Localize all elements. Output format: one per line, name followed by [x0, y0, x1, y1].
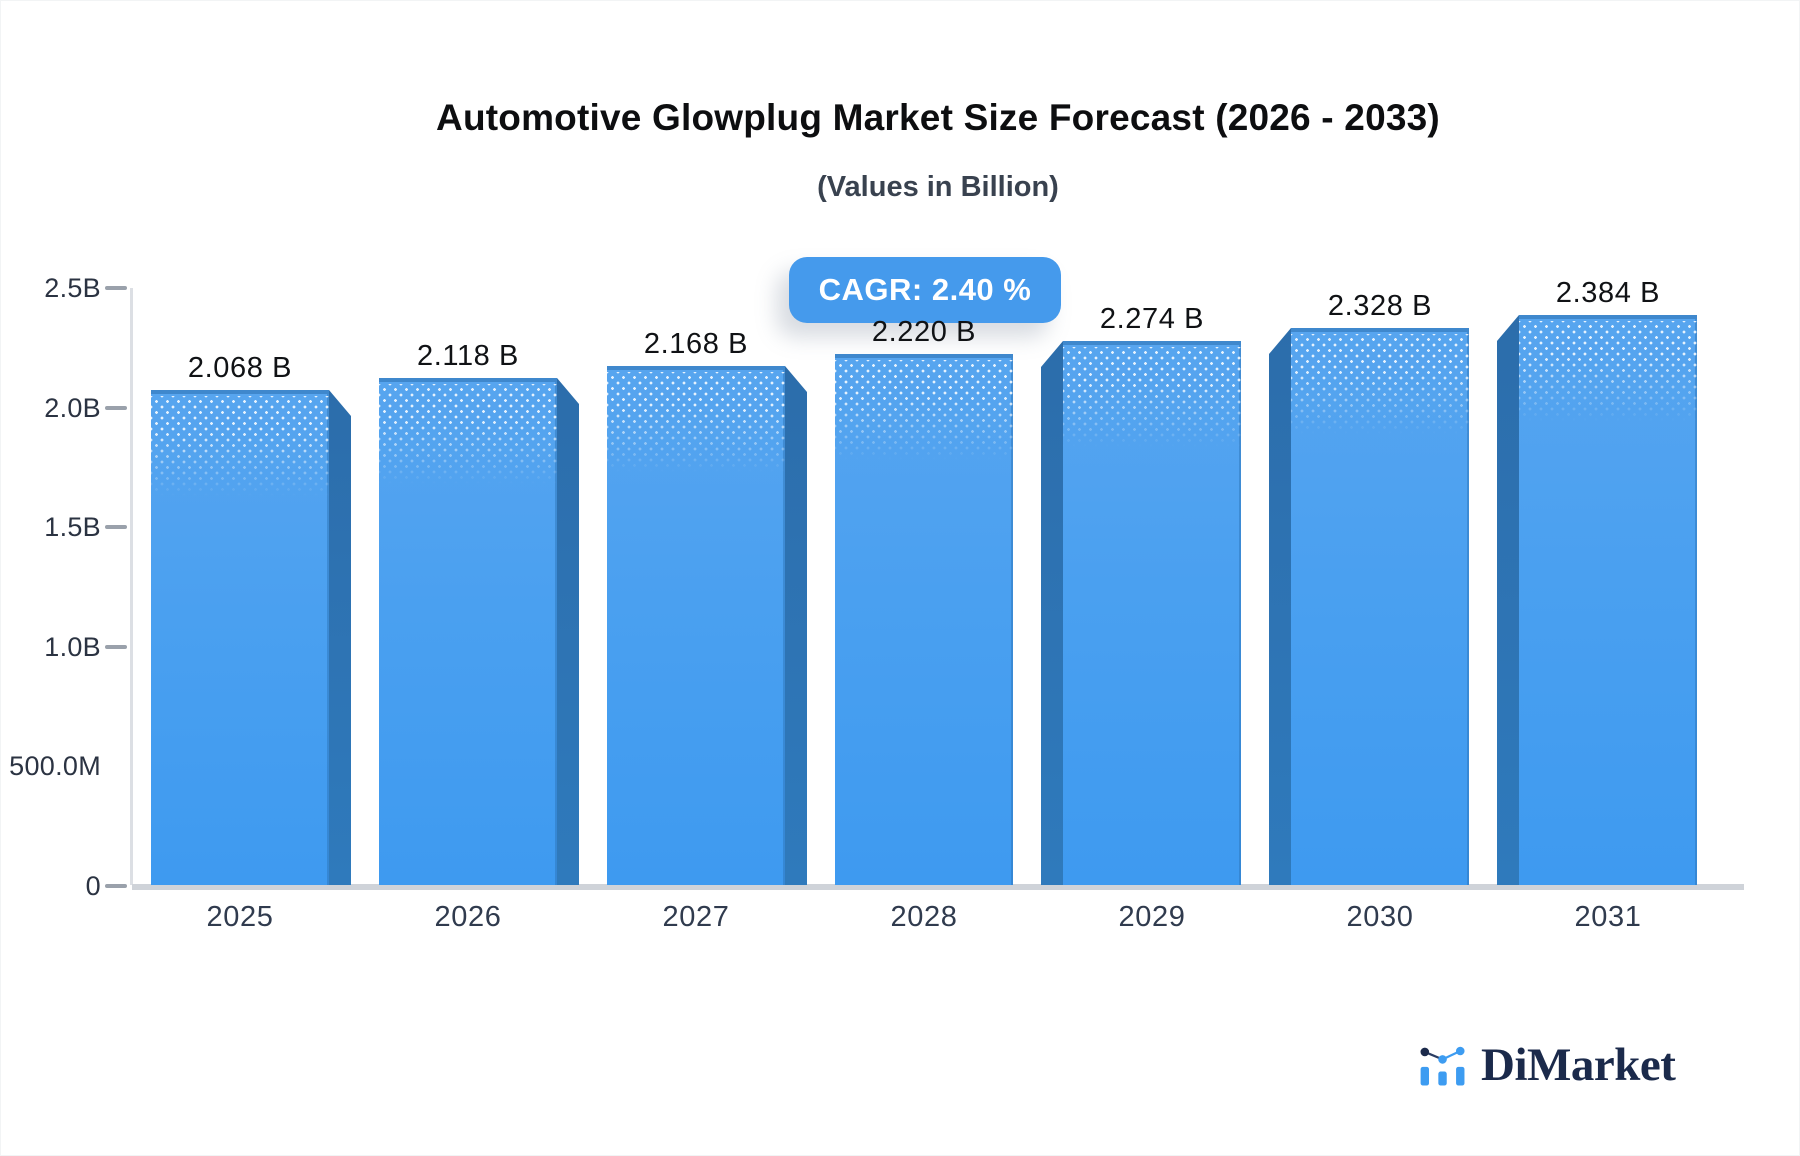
bar-2031[interactable]	[1519, 315, 1697, 885]
bar-3d-side-2027	[785, 366, 807, 885]
y-tick-label-2.0B: 2.0B	[44, 392, 101, 423]
chart-subtitle: (Values in Billion)	[817, 171, 1059, 203]
bar-texture	[151, 396, 329, 496]
bar-value-label-2028: 2.220 B	[871, 316, 977, 348]
brand-logo[interactable]: DiMarket	[1415, 1039, 1676, 1091]
x-axis-label-2025: 2025	[206, 901, 274, 933]
bar-texture	[1063, 347, 1241, 447]
bar-3d-side-2030	[1269, 328, 1291, 885]
bar-value-label-2030: 2.328 B	[1327, 290, 1433, 322]
y-tick-label-1.5B: 1.5B	[44, 512, 101, 543]
brand-logo-text: DiMarket	[1481, 1039, 1676, 1091]
y-axis-line	[130, 288, 133, 885]
y-tick-label-0: 0	[85, 871, 101, 901]
y-tick-label-2.5B: 2.5B	[44, 273, 101, 303]
y-tick-dash-2.0B	[105, 405, 127, 410]
bar-2030[interactable]	[1291, 328, 1469, 885]
bar-value-label-2026: 2.118 B	[416, 340, 520, 372]
chart-title: Automotive Glowplug Market Size Forecast…	[436, 97, 1440, 138]
bar-3d-side-2029	[1041, 341, 1063, 885]
cagr-badge: CAGR: 2.40 %	[789, 257, 1061, 323]
bar-value-label-2029: 2.274 B	[1099, 303, 1205, 335]
bar-2025[interactable]	[151, 390, 329, 885]
x-axis-label-2027: 2027	[662, 901, 730, 933]
bar-texture	[835, 360, 1013, 460]
bar-3d-side-2031	[1497, 315, 1519, 885]
bar-2029[interactable]	[1063, 341, 1241, 885]
x-axis-label-2026: 2026	[434, 901, 502, 933]
y-tick-label-500.0M: 500.0M	[9, 751, 101, 782]
bar-texture	[379, 384, 557, 484]
bar-3d-side-2026	[557, 378, 579, 885]
x-axis-label-2028: 2028	[890, 901, 958, 933]
x-axis-label-2030: 2030	[1346, 901, 1414, 933]
bar-value-label-2027: 2.168 B	[643, 328, 749, 360]
bar-texture	[607, 372, 785, 472]
bar-texture	[1519, 321, 1697, 421]
x-axis-label-2029: 2029	[1118, 901, 1186, 933]
y-tick-dash-1.5B	[105, 525, 127, 530]
y-tick-dash-1.0B	[105, 644, 127, 649]
y-tick-dash-0	[105, 884, 127, 888]
bar-texture	[1291, 334, 1469, 434]
y-tick-dash-2.5B	[105, 286, 127, 290]
cagr-badge-label: CAGR: 2.40 %	[818, 272, 1032, 307]
bar-value-label-2025: 2.068 B	[187, 352, 293, 384]
bar-2028[interactable]	[835, 354, 1013, 885]
x-axis-baseline	[132, 884, 1744, 890]
bar-chart-logo-icon	[1420, 1046, 1465, 1086]
y-tick-label-1.0B: 1.0B	[44, 631, 101, 662]
bar-2026[interactable]	[379, 378, 557, 885]
bar-3d-side-2025	[329, 390, 351, 885]
bar-value-label-2031: 2.384 B	[1555, 277, 1661, 309]
x-axis-label-2031: 2031	[1574, 901, 1642, 933]
bar-2027[interactable]	[607, 366, 785, 885]
